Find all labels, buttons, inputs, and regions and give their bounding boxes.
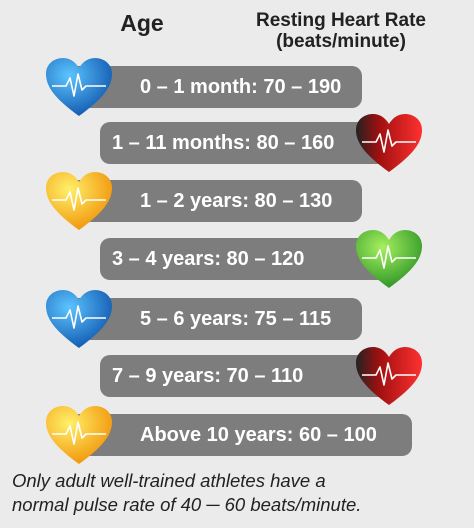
- age-range-label: 1 – 11 months: 80 – 160: [112, 131, 335, 154]
- heart-rate-header: Resting Heart Rate (beats/minute): [242, 10, 440, 52]
- blue-heart-icon: [44, 56, 114, 118]
- age-range-row: 1 – 2 years: 80 – 130: [66, 180, 362, 222]
- heart-rate-header-unit: (beats/minute): [276, 31, 406, 52]
- red-heart-icon: [354, 112, 424, 174]
- age-range-row: 0 – 1 month: 70 – 190: [66, 66, 362, 108]
- footnote-line-2: normal pulse rate of 40 ─ 60 beats/minut…: [12, 494, 362, 515]
- footnote: Only adult well-trained athletes have a …: [12, 469, 468, 517]
- age-range-label: 0 – 1 month: 70 – 190: [140, 75, 342, 98]
- age-range-row: 3 – 4 years: 80 – 120: [100, 238, 390, 280]
- age-range-label: 5 – 6 years: 75 – 115: [140, 307, 332, 330]
- age-range-label: 7 – 9 years: 70 – 110: [112, 364, 304, 387]
- yellow-heart-icon: [44, 404, 114, 466]
- age-header: Age: [120, 10, 164, 36]
- heart-rate-header-title: Resting Heart Rate: [256, 10, 426, 31]
- age-range-row: 1 – 11 months: 80 – 160: [100, 122, 390, 164]
- age-range-label: 1 – 2 years: 80 – 130: [140, 189, 333, 212]
- age-range-label: Above 10 years: 60 – 100: [140, 423, 377, 446]
- age-range-label: 3 – 4 years: 80 – 120: [112, 247, 305, 270]
- age-range-row: Above 10 years: 60 – 100: [66, 414, 412, 456]
- age-range-row: 5 – 6 years: 75 – 115: [66, 298, 362, 340]
- green-heart-icon: [354, 228, 424, 290]
- blue-heart-icon: [44, 288, 114, 350]
- red-heart-icon: [354, 345, 424, 407]
- footnote-line-1: Only adult well-trained athletes have a: [12, 470, 326, 491]
- age-range-row: 7 – 9 years: 70 – 110: [100, 355, 390, 397]
- yellow-heart-icon: [44, 170, 114, 232]
